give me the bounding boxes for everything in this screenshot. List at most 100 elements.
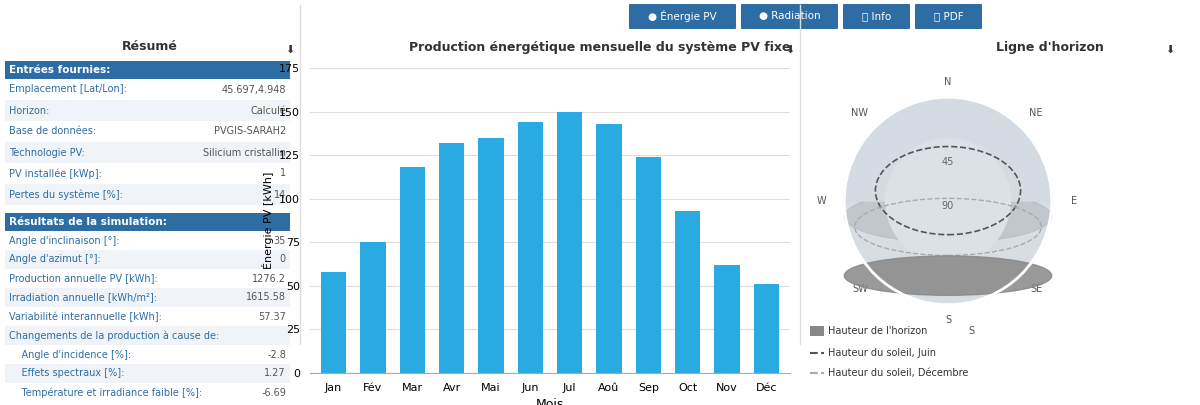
Y-axis label: Énergie PV [kWh]: Énergie PV [kWh] — [262, 172, 274, 269]
Bar — [478, 138, 504, 373]
Text: NE: NE — [1030, 108, 1043, 118]
Text: S: S — [968, 326, 974, 336]
Bar — [5, 250, 290, 269]
Text: PVGIS-SARAH2: PVGIS-SARAH2 — [214, 126, 286, 136]
Bar — [5, 100, 290, 121]
Text: Température et irradiance faible [%]:: Température et irradiance faible [%]: — [10, 387, 202, 398]
Bar — [320, 272, 347, 373]
Bar — [400, 167, 425, 373]
Text: ● Énergie PV: ● Énergie PV — [648, 11, 716, 23]
Text: Variabilité interannuelle [kWh]:: Variabilité interannuelle [kWh]: — [10, 311, 162, 322]
Text: Irradiation annuelle [kWh/m²]:: Irradiation annuelle [kWh/m²]: — [10, 292, 157, 303]
Text: SE: SE — [1030, 284, 1043, 294]
Text: Angle d'incidence [%]:: Angle d'incidence [%]: — [10, 350, 131, 360]
Text: 0: 0 — [280, 254, 286, 264]
Circle shape — [845, 97, 1051, 305]
FancyBboxPatch shape — [842, 4, 910, 29]
Text: ⬇: ⬇ — [785, 45, 794, 55]
Text: PV installée [kWp]:: PV installée [kWp]: — [10, 168, 102, 179]
Text: S: S — [944, 315, 952, 325]
Text: Effets spectraux [%]:: Effets spectraux [%]: — [10, 369, 125, 379]
Ellipse shape — [845, 97, 1051, 305]
Bar — [5, 288, 290, 307]
Bar — [5, 61, 290, 79]
Circle shape — [886, 139, 1010, 263]
Wedge shape — [845, 97, 1051, 201]
Text: W: W — [817, 196, 827, 206]
Bar — [557, 111, 582, 373]
Text: ⬇: ⬇ — [286, 45, 295, 55]
Text: 90: 90 — [942, 201, 954, 211]
Ellipse shape — [845, 256, 1051, 295]
Text: Silicium cristallin: Silicium cristallin — [203, 147, 286, 158]
FancyBboxPatch shape — [742, 4, 838, 29]
Bar — [5, 231, 290, 250]
Text: Production énergétique mensuelle du système PV fixe: Production énergétique mensuelle du syst… — [409, 40, 791, 53]
Bar — [636, 157, 661, 373]
Text: Production annuelle PV [kWh]:: Production annuelle PV [kWh]: — [10, 273, 157, 283]
Text: SW: SW — [852, 284, 868, 294]
Text: Angle d'azimut [°]:: Angle d'azimut [°]: — [10, 254, 101, 264]
Text: 1.27: 1.27 — [264, 369, 286, 379]
Bar — [5, 142, 290, 163]
Text: 14: 14 — [274, 190, 286, 200]
Text: Hauteur de l'horizon: Hauteur de l'horizon — [828, 326, 928, 336]
Text: Entrées fournies:: Entrées fournies: — [10, 65, 110, 75]
Text: Résultats de la simulation:: Résultats de la simulation: — [10, 217, 167, 227]
X-axis label: Mois: Mois — [536, 398, 564, 405]
Text: PERFORMANCE DU SYSTÈME PV COUPLÉ AU RÉSEAU: RÉSULTATS: PERFORMANCE DU SYSTÈME PV COUPLÉ AU RÉSE… — [43, 9, 576, 24]
Text: Technologie PV:: Technologie PV: — [10, 147, 85, 158]
Bar — [810, 326, 824, 336]
Text: Emplacement [Lat/Lon]:: Emplacement [Lat/Lon]: — [10, 85, 127, 94]
Text: Horizon:: Horizon: — [10, 105, 49, 115]
Text: Résumé: Résumé — [122, 40, 178, 53]
Bar — [5, 163, 290, 184]
Bar — [517, 122, 544, 373]
Text: 35: 35 — [274, 235, 286, 245]
FancyBboxPatch shape — [629, 4, 736, 29]
Text: Base de données:: Base de données: — [10, 126, 96, 136]
Text: 1615.58: 1615.58 — [246, 292, 286, 303]
Text: Angle d'inclinaison [°]:: Angle d'inclinaison [°]: — [10, 235, 120, 245]
Bar — [674, 211, 701, 373]
Bar — [5, 383, 290, 402]
Bar — [5, 326, 290, 345]
Text: ● Radiation: ● Radiation — [758, 11, 821, 21]
Text: Ligne d'horizon: Ligne d'horizon — [996, 40, 1104, 53]
Text: Calculé: Calculé — [250, 105, 286, 115]
Text: ⓘ Info: ⓘ Info — [862, 11, 892, 21]
Bar — [5, 345, 290, 364]
Text: -6.69: -6.69 — [262, 388, 286, 397]
Bar — [5, 121, 290, 142]
Text: 57.37: 57.37 — [258, 311, 286, 322]
Bar — [439, 143, 464, 373]
Text: Hauteur du soleil, Juin: Hauteur du soleil, Juin — [828, 348, 936, 358]
Text: Changements de la production à cause de:: Changements de la production à cause de: — [10, 330, 220, 341]
Text: -2.8: -2.8 — [268, 350, 286, 360]
Text: 1276.2: 1276.2 — [252, 273, 286, 283]
Text: NW: NW — [851, 108, 869, 118]
Text: Hauteur du soleil, Décembre: Hauteur du soleil, Décembre — [828, 368, 968, 378]
Text: 45: 45 — [942, 157, 954, 166]
Bar — [5, 79, 290, 100]
Bar — [754, 284, 779, 373]
Bar — [714, 265, 740, 373]
Text: Pertes du système [%]:: Pertes du système [%]: — [10, 189, 122, 200]
Circle shape — [845, 97, 1051, 305]
Text: N: N — [944, 77, 952, 87]
Text: ⬇: ⬇ — [1165, 45, 1175, 55]
Bar — [5, 213, 290, 231]
Bar — [596, 124, 622, 373]
Text: 🖨 PDF: 🖨 PDF — [934, 11, 964, 21]
Bar — [5, 364, 290, 383]
Text: 1: 1 — [280, 168, 286, 179]
Bar — [5, 269, 290, 288]
Wedge shape — [846, 99, 1050, 201]
Text: E: E — [1072, 196, 1078, 206]
FancyBboxPatch shape — [916, 4, 982, 29]
Bar — [5, 307, 290, 326]
Text: 45.697,4.948: 45.697,4.948 — [222, 85, 286, 94]
Bar — [5, 184, 290, 205]
Bar — [360, 242, 385, 373]
Bar — [5, 402, 290, 405]
